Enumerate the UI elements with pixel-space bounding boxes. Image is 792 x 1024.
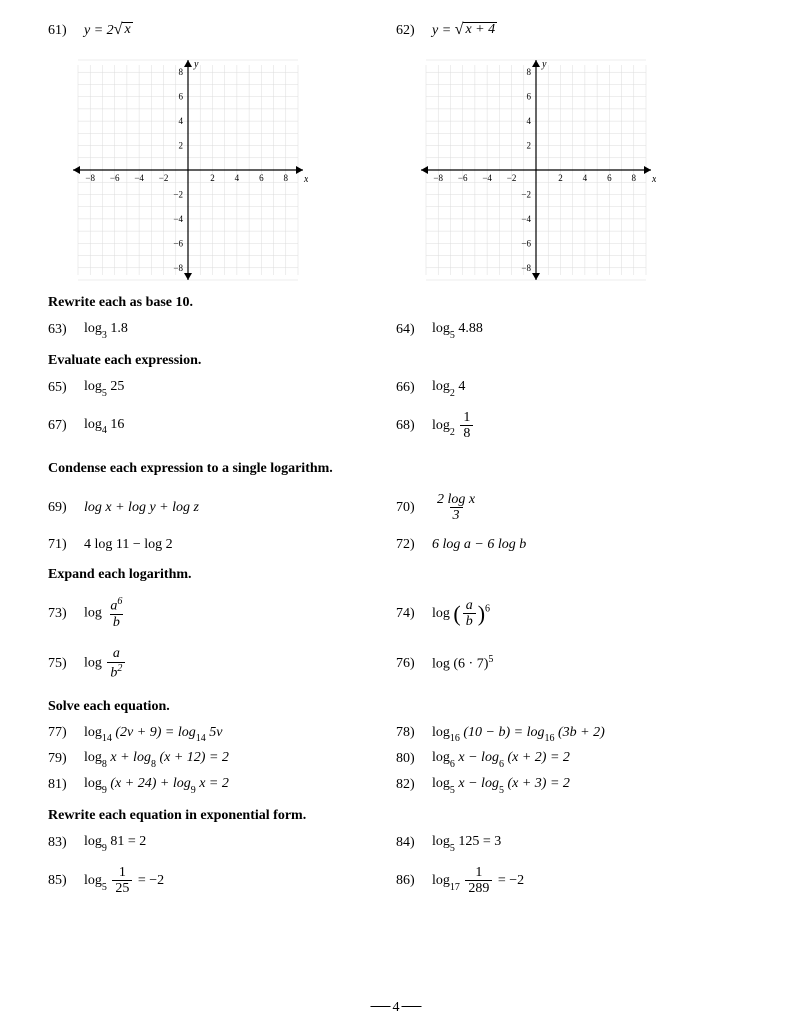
svg-text:−8: −8 xyxy=(433,173,443,183)
problem-78: 78) log16 (10 − b) = log16 (3b + 2) xyxy=(396,725,744,743)
svg-text:y: y xyxy=(541,59,547,70)
svg-text:−4: −4 xyxy=(134,173,144,183)
fraction: 2 log x3 xyxy=(434,492,478,524)
problem-number: 61) xyxy=(48,23,76,39)
problem-73: 73) log a6b xyxy=(48,595,396,633)
problem-76: 76) log (6 · 7)5 xyxy=(396,643,744,685)
svg-text:−4: −4 xyxy=(482,173,492,183)
problem-83: 83) log9 81 = 2 xyxy=(48,834,396,852)
section-heading: Expand each logarithm. xyxy=(48,567,744,583)
svg-text:8: 8 xyxy=(284,173,289,183)
problem-80: 80) log6 x − log6 (x + 2) = 2 xyxy=(396,750,744,768)
svg-text:6: 6 xyxy=(527,92,532,102)
problem-71: 71) 4 log 11 − log 2 xyxy=(48,537,396,553)
svg-text:4: 4 xyxy=(179,116,184,126)
problem-64: 64) log5 4.88 xyxy=(396,321,744,339)
section-heading: Rewrite each equation in exponential for… xyxy=(48,808,744,824)
svg-text:−4: −4 xyxy=(173,214,183,224)
paren-icon: ) xyxy=(478,601,485,626)
problem-70: 70) 2 log x3 xyxy=(396,489,744,527)
svg-text:−6: −6 xyxy=(110,173,120,183)
svg-text:8: 8 xyxy=(632,173,637,183)
problem-69: 69) log x + log y + log z xyxy=(48,489,396,527)
svg-text:2: 2 xyxy=(210,173,215,183)
svg-text:x: x xyxy=(651,174,656,185)
problem-61: 61) y = 2√x xyxy=(48,22,396,39)
section-heading: Evaluate each expression. xyxy=(48,353,744,369)
svg-text:2: 2 xyxy=(527,141,532,151)
svg-text:−4: −4 xyxy=(521,214,531,224)
problem-75: 75) log ab2 xyxy=(48,645,396,683)
page-number: 4 xyxy=(371,1000,422,1016)
svg-text:−6: −6 xyxy=(458,173,468,183)
svg-text:8: 8 xyxy=(527,67,532,77)
svg-text:4: 4 xyxy=(527,116,532,126)
problem-63: 63) log3 1.8 xyxy=(48,321,396,339)
problem-number: 62) xyxy=(396,23,424,39)
svg-text:6: 6 xyxy=(179,92,184,102)
problem-68: 68) log2 18 xyxy=(396,407,744,445)
svg-text:−2: −2 xyxy=(173,189,183,199)
problem-84: 84) log5 125 = 3 xyxy=(396,834,744,852)
svg-text:4: 4 xyxy=(235,173,240,183)
svg-text:4: 4 xyxy=(583,173,588,183)
svg-text:−2: −2 xyxy=(521,189,531,199)
section-heading: Rewrite each as base 10. xyxy=(48,295,744,311)
problem-86: 86) log17 1289 = −2 xyxy=(396,862,744,900)
fraction: ab2 xyxy=(107,646,125,680)
problem-67: 67) log4 16 xyxy=(48,405,396,447)
svg-text:−8: −8 xyxy=(173,263,183,273)
problem-72: 72) 6 log a − 6 log b xyxy=(396,537,744,553)
svg-text:2: 2 xyxy=(179,141,184,151)
fraction: 1289 xyxy=(465,865,492,897)
problem-81: 81) log9 (x + 24) + log9 x = 2 xyxy=(48,776,396,794)
fraction: 125 xyxy=(112,865,132,897)
problem-66: 66) log2 4 xyxy=(396,379,744,397)
fraction: a6b xyxy=(107,596,125,630)
equation: y = 2√x xyxy=(84,22,133,39)
fraction: 18 xyxy=(460,410,473,442)
paren-icon: ( xyxy=(453,601,460,626)
problem-62: 62) y = √x + 4 xyxy=(396,22,744,39)
svg-text:−2: −2 xyxy=(159,173,169,183)
section-heading: Solve each equation. xyxy=(48,699,744,715)
coordinate-grid: −8 −6 −4 −2 2 4 6 8 8 6 4 2 −2 −4 −6 −8 x y xyxy=(416,55,656,285)
coordinate-grid: −8 −6 −4 −2 2 4 6 8 8 6 4 2 −2 −4 −6 −8 x y xyxy=(68,55,308,285)
svg-text:6: 6 xyxy=(259,173,264,183)
equation: y = √x + 4 xyxy=(432,22,497,39)
fraction: ab xyxy=(463,598,476,630)
svg-text:x: x xyxy=(303,174,308,185)
svg-text:8: 8 xyxy=(179,67,184,77)
problem-79: 79) log8 x + log8 (x + 12) = 2 xyxy=(48,750,396,768)
svg-text:6: 6 xyxy=(607,173,612,183)
svg-text:−6: −6 xyxy=(521,238,531,248)
sqrt-icon: √x + 4 xyxy=(455,22,497,38)
svg-text:−2: −2 xyxy=(507,173,517,183)
problem-77: 77) log14 (2v + 9) = log14 5v xyxy=(48,725,396,743)
problem-74: 74) log (ab)6 xyxy=(396,595,744,633)
sqrt-icon: √x xyxy=(114,22,133,38)
svg-text:−8: −8 xyxy=(521,263,531,273)
svg-text:y: y xyxy=(193,59,199,70)
problem-65: 65) log5 25 xyxy=(48,379,396,397)
problem-85: 85) log5 125 = −2 xyxy=(48,862,396,900)
svg-text:2: 2 xyxy=(558,173,563,183)
svg-text:−8: −8 xyxy=(85,173,95,183)
problem-82: 82) log5 x − log5 (x + 3) = 2 xyxy=(396,776,744,794)
svg-text:−6: −6 xyxy=(173,238,183,248)
section-heading: Condense each expression to a single log… xyxy=(48,461,744,477)
